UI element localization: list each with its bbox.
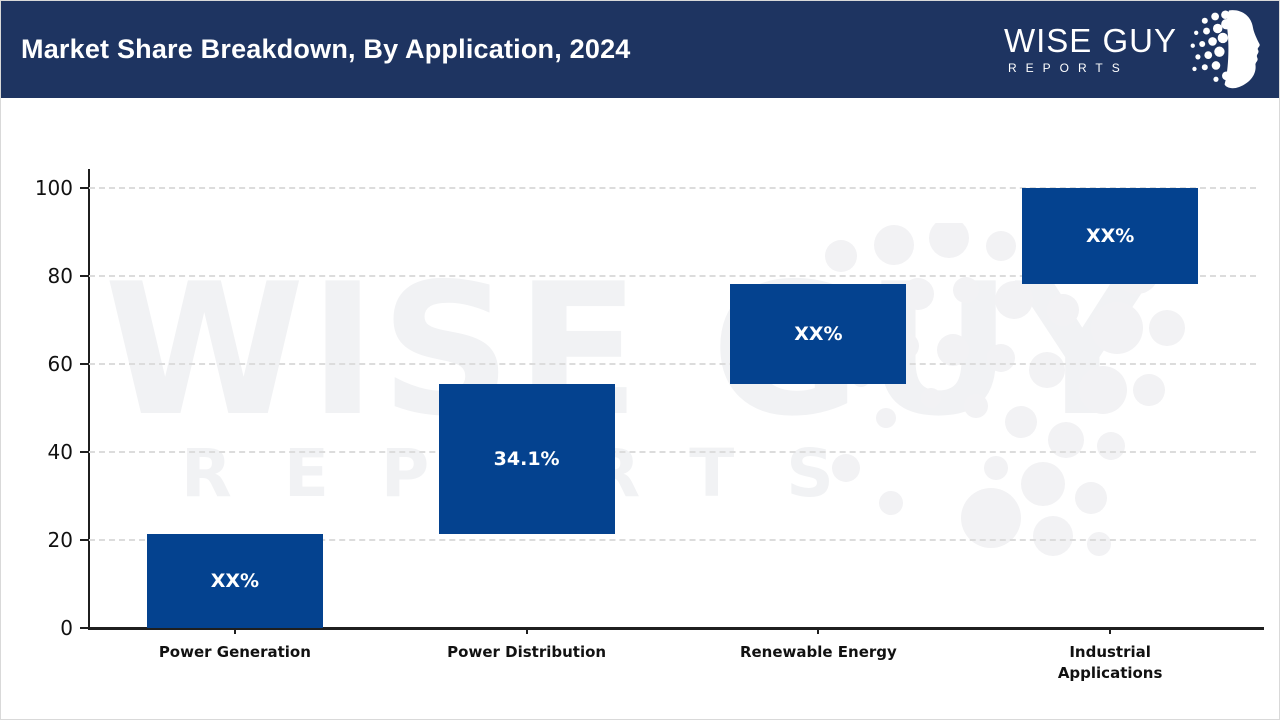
- chart-title: Market Share Breakdown, By Application, …: [21, 34, 631, 64]
- y-axis-tick-label: 20: [47, 528, 73, 552]
- y-axis-tick: [80, 627, 89, 629]
- y-axis-tick: [80, 363, 89, 365]
- x-axis-category-label: Power Distribution: [447, 643, 607, 661]
- logo-tagline: REPORTS: [1007, 61, 1129, 75]
- y-axis-tick: [80, 451, 89, 453]
- y-axis-tick-label: 40: [47, 440, 73, 464]
- y-axis-tick: [80, 539, 89, 541]
- x-axis-line: [88, 627, 1264, 630]
- logo-name: WISE GUY: [1003, 22, 1177, 59]
- wiseguy-logo: WISE GUY REPORTS: [1004, 7, 1265, 93]
- y-axis-tick-label: 80: [47, 264, 73, 288]
- gridline-y-80: [89, 275, 1256, 277]
- x-axis-category-label: Power Generation: [158, 643, 311, 661]
- x-axis-tick: [233, 628, 236, 634]
- bar-value-label: XX%: [210, 569, 260, 592]
- bar-value-label: XX%: [794, 322, 843, 345]
- bar-segment-1: [438, 383, 615, 534]
- y-axis-tick-label: 0: [60, 616, 73, 640]
- x-axis-tick: [525, 628, 528, 634]
- gridline-y-100: [89, 187, 1256, 189]
- y-axis-tick: [80, 187, 89, 189]
- logo-text: WISE GUY REPORTS: [1004, 24, 1177, 75]
- gridline-y-60: [89, 363, 1256, 365]
- header-bar: Market Share Breakdown, By Application, …: [1, 1, 1279, 98]
- y-axis-line: [88, 169, 90, 630]
- x-axis-tick: [1109, 628, 1112, 634]
- gridline-y-20: [89, 539, 1256, 541]
- bar-value-label: XX%: [1085, 224, 1135, 247]
- x-axis-tick: [817, 628, 820, 634]
- bar-segment-0: [146, 533, 323, 628]
- bar-value-label: 34.1%: [493, 447, 560, 470]
- y-axis-tick-label: 60: [47, 352, 73, 376]
- x-axis-category-label: Renewable Energy: [739, 643, 897, 661]
- y-axis-tick: [80, 275, 89, 277]
- y-axis-tick-label: 100: [34, 176, 73, 200]
- gridline-y-40: [89, 451, 1256, 453]
- wiseguy-face-icon: [1190, 9, 1260, 88]
- x-axis-category-label: Industrial Applications: [1057, 643, 1163, 682]
